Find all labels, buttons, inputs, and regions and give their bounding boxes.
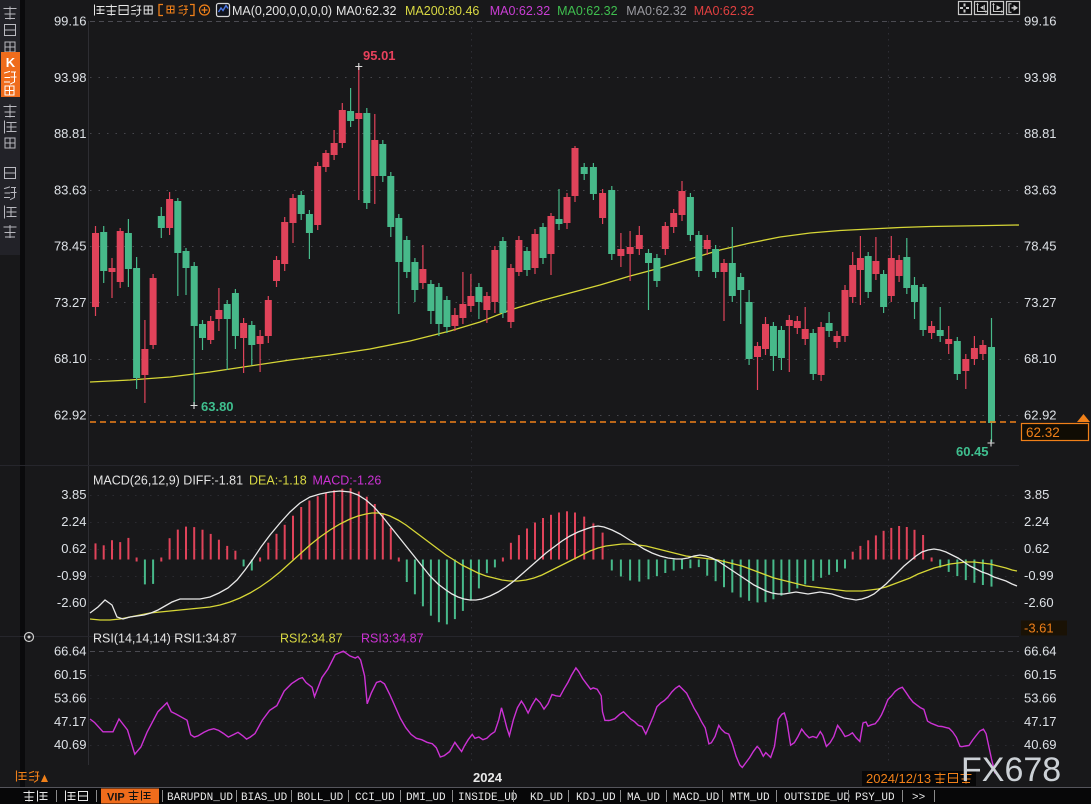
svg-text:47.17: 47.17 bbox=[54, 714, 87, 729]
svg-text:53.66: 53.66 bbox=[1024, 690, 1057, 705]
svg-text:OUTSIDE_UD: OUTSIDE_UD bbox=[784, 792, 850, 804]
svg-text:CCI_UD: CCI_UD bbox=[355, 792, 395, 804]
svg-text:47.17: 47.17 bbox=[1024, 714, 1057, 729]
svg-text:60.15: 60.15 bbox=[1024, 667, 1057, 682]
svg-text:RSI3:34.87: RSI3:34.87 bbox=[361, 632, 424, 646]
svg-text:93.98: 93.98 bbox=[54, 70, 87, 85]
svg-text:MA0:62.32: MA0:62.32 bbox=[490, 4, 551, 18]
svg-text:PSY_UD: PSY_UD bbox=[855, 792, 895, 804]
svg-text:MA_UD: MA_UD bbox=[627, 792, 660, 804]
svg-text:68.10: 68.10 bbox=[1024, 351, 1057, 366]
svg-text:MA200:80.46: MA200:80.46 bbox=[405, 4, 479, 18]
svg-text:MTM_UD: MTM_UD bbox=[730, 792, 770, 804]
svg-text:>>: >> bbox=[912, 792, 925, 804]
svg-text:0.62: 0.62 bbox=[1024, 541, 1049, 556]
svg-text:40.69: 40.69 bbox=[1024, 737, 1057, 752]
svg-text:60.15: 60.15 bbox=[54, 667, 87, 682]
svg-text:DMI_UD: DMI_UD bbox=[406, 792, 446, 804]
svg-text:63.80: 63.80 bbox=[201, 399, 234, 414]
svg-text:MACD_UD: MACD_UD bbox=[673, 792, 720, 804]
svg-text:-0.99: -0.99 bbox=[57, 568, 87, 583]
svg-text:MA(0,200,0,0,0,0): MA(0,200,0,0,0,0) bbox=[232, 4, 332, 18]
svg-text:2.24: 2.24 bbox=[61, 514, 86, 529]
svg-text:83.63: 83.63 bbox=[54, 182, 87, 197]
svg-text:78.45: 78.45 bbox=[1024, 239, 1057, 254]
svg-text:53.66: 53.66 bbox=[54, 690, 87, 705]
svg-text:INSIDE_UD: INSIDE_UD bbox=[458, 792, 518, 804]
svg-text:-3.61: -3.61 bbox=[1024, 621, 1054, 636]
svg-text:RSI(14,14,14) RSI1:34.87: RSI(14,14,14) RSI1:34.87 bbox=[93, 632, 237, 646]
svg-text:2024/12/13: 2024/12/13 bbox=[866, 771, 931, 786]
svg-text:40.69: 40.69 bbox=[54, 737, 87, 752]
svg-text:RSI2:34.87: RSI2:34.87 bbox=[280, 632, 343, 646]
svg-text:78.45: 78.45 bbox=[54, 239, 87, 254]
svg-text:FX678: FX678 bbox=[961, 751, 1061, 789]
svg-text:MA0:62.32: MA0:62.32 bbox=[557, 4, 618, 18]
svg-text:99.16: 99.16 bbox=[54, 14, 87, 29]
svg-text:62.92: 62.92 bbox=[1024, 407, 1057, 422]
svg-text:MA0:62.32: MA0:62.32 bbox=[336, 4, 397, 18]
svg-text:73.27: 73.27 bbox=[1024, 295, 1057, 310]
svg-text:0.62: 0.62 bbox=[61, 541, 86, 556]
svg-text:2.24: 2.24 bbox=[1024, 514, 1049, 529]
svg-text:DEA:-1.18: DEA:-1.18 bbox=[249, 474, 307, 488]
svg-text:-0.99: -0.99 bbox=[1024, 568, 1054, 583]
svg-text:2024: 2024 bbox=[473, 770, 503, 785]
svg-text:93.98: 93.98 bbox=[1024, 70, 1057, 85]
svg-text:62.92: 62.92 bbox=[54, 407, 87, 422]
svg-text:73.27: 73.27 bbox=[54, 295, 87, 310]
svg-text:MA0:62.32: MA0:62.32 bbox=[694, 4, 755, 18]
svg-text:-2.60: -2.60 bbox=[57, 595, 87, 610]
svg-text:62.32: 62.32 bbox=[1026, 425, 1060, 440]
svg-text:MACD:-1.26: MACD:-1.26 bbox=[313, 474, 382, 488]
svg-text:95.01: 95.01 bbox=[363, 48, 396, 63]
svg-text:-2.60: -2.60 bbox=[1024, 595, 1054, 610]
svg-text:88.81: 88.81 bbox=[54, 126, 87, 141]
svg-text:66.64: 66.64 bbox=[1024, 644, 1057, 659]
svg-text:83.63: 83.63 bbox=[1024, 182, 1057, 197]
svg-text:KD_UD: KD_UD bbox=[530, 792, 563, 804]
svg-text:VIP: VIP bbox=[107, 792, 125, 804]
svg-text:MA0:62.32: MA0:62.32 bbox=[626, 4, 687, 18]
svg-text:66.64: 66.64 bbox=[54, 644, 87, 659]
svg-text:3.85: 3.85 bbox=[1024, 487, 1049, 502]
svg-text:K: K bbox=[6, 55, 16, 70]
svg-text:99.16: 99.16 bbox=[1024, 14, 1057, 29]
svg-text:60.45: 60.45 bbox=[956, 444, 989, 459]
svg-text:BARUPDN_UD: BARUPDN_UD bbox=[167, 792, 233, 804]
svg-text:88.81: 88.81 bbox=[1024, 126, 1057, 141]
svg-text:68.10: 68.10 bbox=[54, 351, 87, 366]
svg-text:KDJ_UD: KDJ_UD bbox=[576, 792, 616, 804]
svg-text:BOLL_UD: BOLL_UD bbox=[297, 792, 344, 804]
svg-text:3.85: 3.85 bbox=[61, 487, 86, 502]
svg-text:BIAS_UD: BIAS_UD bbox=[241, 792, 288, 804]
svg-text:MACD(26,12,9) DIFF:-1.81: MACD(26,12,9) DIFF:-1.81 bbox=[93, 474, 243, 488]
